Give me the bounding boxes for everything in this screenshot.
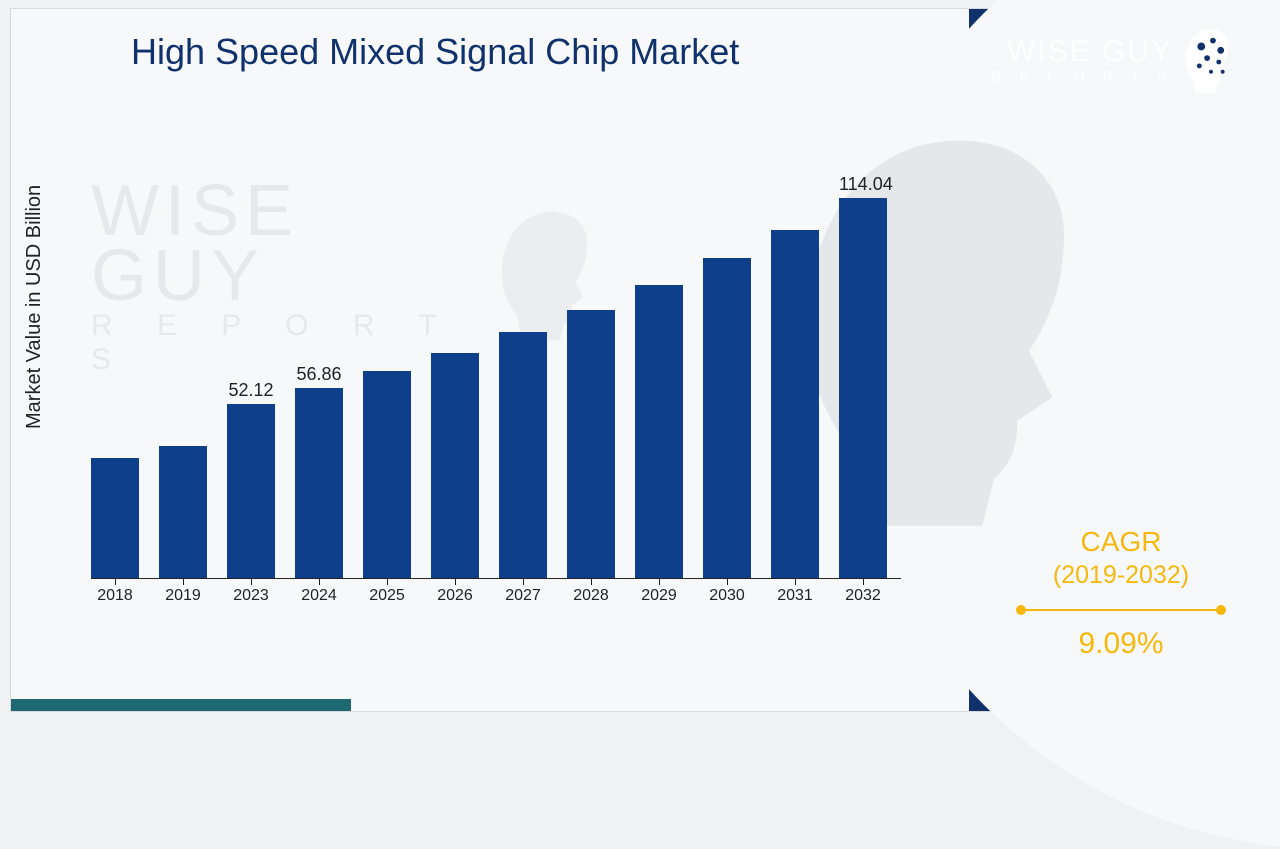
bar: [703, 258, 751, 578]
bar: [431, 353, 479, 578]
x-tick: [795, 579, 796, 585]
bar: [227, 404, 275, 578]
x-tick: [659, 579, 660, 585]
x-tick: [523, 579, 524, 585]
x-tick: [183, 579, 184, 585]
cagr-block: CAGR (2019-2032) 9.09%: [1001, 525, 1241, 661]
bar-group: 2029: [635, 179, 683, 579]
bar: [635, 285, 683, 578]
cagr-separator: [1021, 609, 1221, 611]
stage: WISE GUY R E P O R T S High Speed Mixed …: [0, 0, 1280, 720]
x-tick: [591, 579, 592, 585]
cagr-value: 9.09%: [1001, 627, 1241, 661]
x-axis-label: 2025: [363, 587, 411, 605]
bar-group: 52.122023: [227, 179, 275, 579]
bar-group: 2026: [431, 179, 479, 579]
x-tick: [455, 579, 456, 585]
bar-group: 2027: [499, 179, 547, 579]
x-tick: [387, 579, 388, 585]
x-tick: [727, 579, 728, 585]
bar: [771, 230, 819, 578]
x-axis-label: 2030: [703, 587, 751, 605]
x-axis-label: 2024: [295, 587, 343, 605]
bar: [91, 458, 139, 578]
bar-group: 114.042032: [839, 179, 887, 579]
bar: [499, 332, 547, 578]
bar-value-label: 114.04: [839, 174, 887, 195]
chart-title: High Speed Mixed Signal Chip Market: [131, 31, 739, 73]
bar: [839, 198, 887, 578]
bar: [363, 371, 411, 578]
x-axis-label: 2019: [159, 587, 207, 605]
cagr-label: CAGR: [1001, 525, 1241, 559]
brand-head-icon: [1181, 27, 1241, 97]
bar-group: 2028: [567, 179, 615, 579]
bar-group: 2018: [91, 179, 139, 579]
bar-group: 2025: [363, 179, 411, 579]
x-axis-label: 2023: [227, 587, 275, 605]
x-axis-label: 2032: [839, 587, 887, 605]
x-tick: [251, 579, 252, 585]
x-axis-label: 2026: [431, 587, 479, 605]
chart-plot: 2018 2019 52.122023 56.862024 2025 2026 2027 20…: [91, 179, 901, 579]
brand-line1: WISE GUY: [991, 37, 1173, 67]
panel-circle-cutout: [841, 0, 1280, 849]
x-tick: [863, 579, 864, 585]
x-axis-label: 2018: [91, 587, 139, 605]
bar-value-label: 56.86: [295, 364, 343, 385]
bar-group: 2030: [703, 179, 751, 579]
bar: [567, 310, 615, 578]
bar: [295, 388, 343, 578]
x-axis-label: 2027: [499, 587, 547, 605]
bar-value-label: 52.12: [227, 380, 275, 401]
chart-card: WISE GUY R E P O R T S High Speed Mixed …: [10, 8, 1270, 712]
bar-group: 2019: [159, 179, 207, 579]
x-axis-label: 2031: [771, 587, 819, 605]
x-axis-label: 2029: [635, 587, 683, 605]
bar: [159, 446, 207, 578]
brand-line2: R E P O R T S: [991, 67, 1173, 87]
cagr-period: (2019-2032): [1001, 559, 1241, 592]
y-axis-label: Market Value in USD Billion: [23, 185, 46, 429]
brand-logo: WISE GUY R E P O R T S: [991, 27, 1241, 97]
x-tick: [115, 579, 116, 585]
bar-group: 2031: [771, 179, 819, 579]
x-tick: [319, 579, 320, 585]
bar-group: 56.862024: [295, 179, 343, 579]
x-axis-label: 2028: [567, 587, 615, 605]
bottom-accent-strip: [11, 699, 351, 711]
